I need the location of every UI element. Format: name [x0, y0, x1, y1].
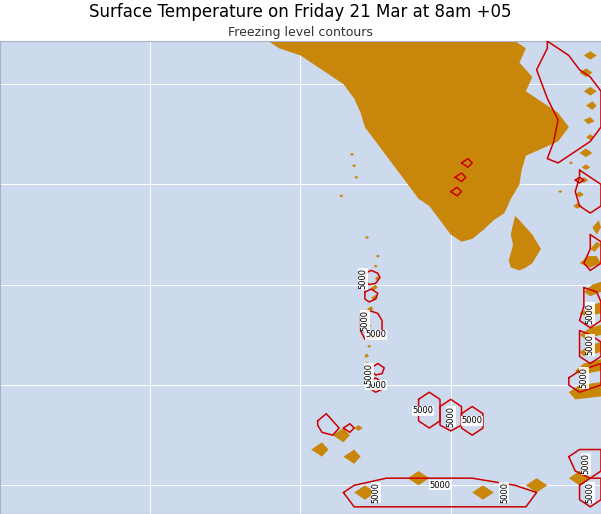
Text: 5000: 5000 [579, 368, 588, 389]
Text: 5000: 5000 [586, 482, 595, 503]
Polygon shape [268, 41, 569, 242]
Polygon shape [590, 242, 601, 252]
Polygon shape [365, 354, 369, 358]
Polygon shape [365, 236, 369, 239]
Text: 5000: 5000 [586, 303, 595, 324]
Polygon shape [584, 87, 597, 96]
Polygon shape [579, 342, 601, 356]
Polygon shape [350, 153, 354, 156]
Polygon shape [354, 176, 358, 179]
Text: 5000: 5000 [361, 310, 370, 331]
Polygon shape [586, 134, 594, 140]
Polygon shape [573, 203, 582, 209]
Polygon shape [586, 101, 597, 110]
Text: 5000: 5000 [365, 363, 374, 384]
Polygon shape [558, 190, 563, 193]
Text: 5000: 5000 [500, 482, 509, 503]
Polygon shape [333, 428, 350, 443]
Polygon shape [584, 51, 597, 60]
Polygon shape [579, 68, 593, 77]
Polygon shape [367, 323, 371, 328]
Polygon shape [365, 362, 369, 365]
Polygon shape [569, 382, 601, 399]
Polygon shape [311, 443, 328, 456]
Polygon shape [343, 450, 361, 464]
Polygon shape [508, 216, 541, 270]
Polygon shape [354, 485, 376, 500]
Polygon shape [584, 117, 594, 124]
Polygon shape [579, 325, 601, 339]
Polygon shape [579, 302, 601, 316]
Text: Freezing level contours: Freezing level contours [228, 26, 373, 40]
Polygon shape [369, 334, 376, 339]
Polygon shape [579, 149, 593, 157]
Polygon shape [579, 177, 588, 183]
Text: 5000: 5000 [430, 481, 451, 490]
Polygon shape [569, 471, 590, 485]
Polygon shape [593, 220, 601, 234]
Polygon shape [575, 359, 601, 375]
Polygon shape [367, 306, 373, 312]
Polygon shape [339, 194, 343, 197]
Polygon shape [569, 161, 573, 164]
Polygon shape [582, 164, 590, 170]
Text: 5000: 5000 [412, 407, 433, 415]
Polygon shape [408, 471, 429, 485]
Text: 5000: 5000 [582, 453, 590, 474]
Polygon shape [584, 282, 601, 296]
Text: 5000: 5000 [371, 482, 380, 503]
Polygon shape [371, 285, 378, 290]
Polygon shape [365, 316, 369, 319]
Text: 5000: 5000 [358, 268, 367, 289]
Text: 5000: 5000 [365, 331, 386, 339]
Polygon shape [371, 295, 378, 301]
Polygon shape [373, 265, 378, 267]
Text: 5000: 5000 [586, 335, 595, 355]
Polygon shape [376, 276, 380, 281]
Text: Surface Temperature on Friday 21 Mar at 8am +05: Surface Temperature on Friday 21 Mar at … [90, 3, 511, 22]
Polygon shape [472, 485, 493, 500]
Polygon shape [367, 345, 371, 348]
Text: 5000: 5000 [447, 406, 455, 427]
Polygon shape [352, 164, 356, 167]
Polygon shape [376, 254, 380, 258]
Polygon shape [354, 425, 363, 431]
Polygon shape [579, 256, 601, 267]
Text: 5000: 5000 [462, 416, 483, 426]
Text: 5000: 5000 [365, 380, 386, 390]
Polygon shape [526, 478, 548, 492]
Polygon shape [575, 192, 584, 197]
